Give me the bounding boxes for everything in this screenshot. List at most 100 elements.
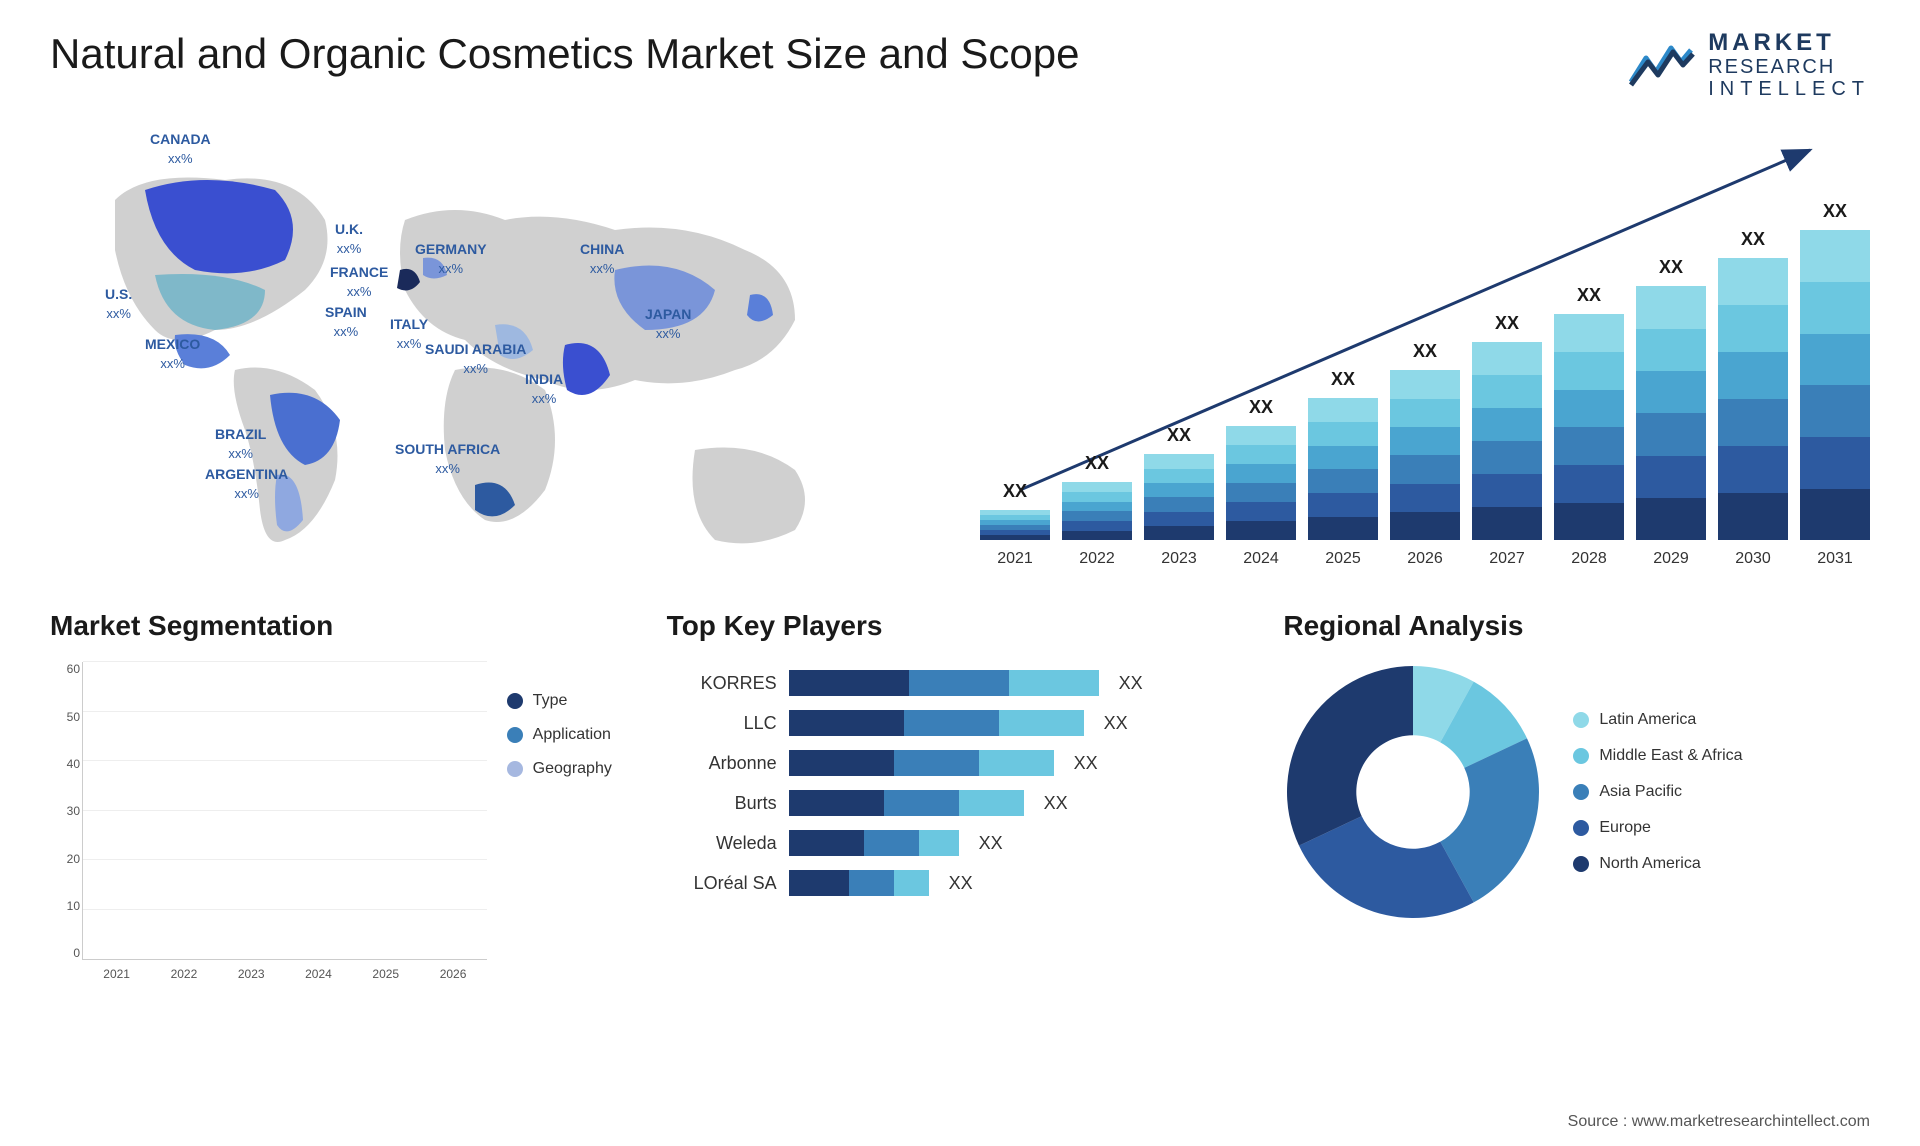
brand-logo: MARKET RESEARCH INTELLECT [1626,30,1870,100]
map-label-argentina: ARGENTINAxx% [205,465,288,502]
logo-line-2: RESEARCH [1708,56,1870,78]
regional-legend-item: Middle East & Africa [1573,747,1742,765]
forecast-bar-2026: 2026XX [1390,370,1460,540]
forecast-bar-2027: 2027XX [1472,342,1542,540]
seg-ytick: 30 [50,804,80,818]
kp-row-loralsa: LOréal SA XX [667,870,1254,896]
segmentation-legend: TypeApplicationGeography [487,662,637,990]
map-label-brazil: BRAZILxx% [215,425,266,462]
regional-legend-item: Asia Pacific [1573,783,1742,801]
kp-value: XX [1104,713,1128,734]
forecast-year-label: 2030 [1735,550,1771,568]
seg-ytick: 50 [50,710,80,724]
logo-mark-icon [1626,40,1696,90]
kp-value: XX [949,873,973,894]
forecast-year-label: 2022 [1079,550,1115,568]
regional-legend-item: Latin America [1573,711,1742,729]
map-label-japan: JAPANxx% [645,305,691,342]
seg-year-label: 2021 [103,967,130,981]
kp-label: LOréal SA [667,873,777,894]
forecast-year-label: 2029 [1653,550,1689,568]
kp-value: XX [1074,753,1098,774]
map-label-uk: U.K.xx% [335,220,363,257]
kp-value: XX [1119,673,1143,694]
map-label-italy: ITALYxx% [390,315,428,352]
seg-year-label: 2023 [238,967,265,981]
regional-legend: Latin America Middle East & Africa Asia Pa… [1573,711,1742,873]
map-label-mexico: MEXICOxx% [145,335,200,372]
forecast-year-label: 2028 [1571,550,1607,568]
forecast-value-label: XX [1413,341,1437,362]
forecast-year-label: 2025 [1325,550,1361,568]
forecast-bar-2023: 2023XX [1144,454,1214,540]
forecast-value-label: XX [1577,285,1601,306]
keyplayers-title: Top Key Players [667,610,1254,642]
forecast-value-label: XX [1167,425,1191,446]
forecast-bar-2028: 2028XX [1554,314,1624,540]
source-label: Source : www.marketresearchintellect.com [1568,1113,1870,1131]
forecast-value-label: XX [1249,397,1273,418]
kp-row-burts: Burts XX [667,790,1254,816]
forecast-bar-2029: 2029XX [1636,286,1706,540]
seg-legend-item: Type [507,692,637,710]
seg-legend-item: Geography [507,760,637,778]
forecast-chart-panel: 2021XX2022XX2023XX2024XX2025XX2026XX2027… [980,130,1870,570]
map-label-southafrica: SOUTH AFRICAxx% [395,440,500,477]
forecast-value-label: XX [1331,369,1355,390]
seg-year-label: 2025 [372,967,399,981]
seg-year-label: 2022 [171,967,198,981]
seg-ytick: 40 [50,757,80,771]
seg-ytick: 60 [50,662,80,676]
forecast-bar-2021: 2021XX [980,510,1050,540]
seg-ytick: 0 [50,946,80,960]
seg-year-label: 2024 [305,967,332,981]
segmentation-title: Market Segmentation [50,610,637,642]
map-label-france: FRANCExx% [330,263,388,300]
kp-value: XX [1044,793,1068,814]
map-label-canada: CANADAxx% [150,130,211,167]
kp-row-llc: LLC XX [667,710,1254,736]
forecast-year-label: 2023 [1161,550,1197,568]
kp-value: XX [979,833,1003,854]
forecast-value-label: XX [1659,257,1683,278]
kp-label: LLC [667,713,777,734]
logo-line-1: MARKET [1708,30,1870,56]
donut-slice-northamerica [1287,666,1413,846]
forecast-value-label: XX [1495,313,1519,334]
keyplayers-panel: Top Key Players KORRESXXLLCXXArbonneXXBu… [667,610,1254,990]
forecast-bar-2025: 2025XX [1308,398,1378,540]
map-label-spain: SPAINxx% [325,303,367,340]
kp-row-arbonne: Arbonne XX [667,750,1254,776]
forecast-bar-2031: 2031XX [1800,230,1870,540]
forecast-bar-2030: 2030XX [1718,258,1788,540]
map-label-us: U.S.xx% [105,285,132,322]
kp-row-korres: KORRES XX [667,670,1254,696]
forecast-value-label: XX [1823,201,1847,222]
logo-line-3: INTELLECT [1708,78,1870,100]
regional-legend-item: Europe [1573,819,1742,837]
forecast-year-label: 2024 [1243,550,1279,568]
kp-label: KORRES [667,673,777,694]
segmentation-panel: Market Segmentation 60 50 40 30 20 10 0 2021 20… [50,610,637,990]
page-title: Natural and Organic Cosmetics Market Siz… [50,30,1079,78]
world-map-panel: CANADAxx% U.S.xx% MEXICOxx% BRAZILxx%ARGENT… [50,130,940,570]
kp-label: Weleda [667,833,777,854]
kp-label: Burts [667,793,777,814]
seg-ytick: 10 [50,899,80,913]
map-label-china: CHINAxx% [580,240,624,277]
map-label-germany: GERMANYxx% [415,240,487,277]
kp-label: Arbonne [667,753,777,774]
forecast-value-label: XX [1085,453,1109,474]
map-label-india: INDIAxx% [525,370,563,407]
regional-panel: Regional Analysis Latin AmericaMiddle Ea… [1283,610,1870,990]
kp-row-weleda: Weleda XX [667,830,1254,856]
segmentation-chart: 60 50 40 30 20 10 0 2021 2022 2023 2024 2025 2026 [50,662,487,990]
forecast-year-label: 2026 [1407,550,1443,568]
seg-ytick: 20 [50,852,80,866]
forecast-value-label: XX [1741,229,1765,250]
forecast-year-label: 2027 [1489,550,1525,568]
seg-year-label: 2026 [440,967,467,981]
regional-donut-chart [1283,662,1543,922]
forecast-year-label: 2031 [1817,550,1853,568]
regional-legend-item: North America [1573,855,1742,873]
